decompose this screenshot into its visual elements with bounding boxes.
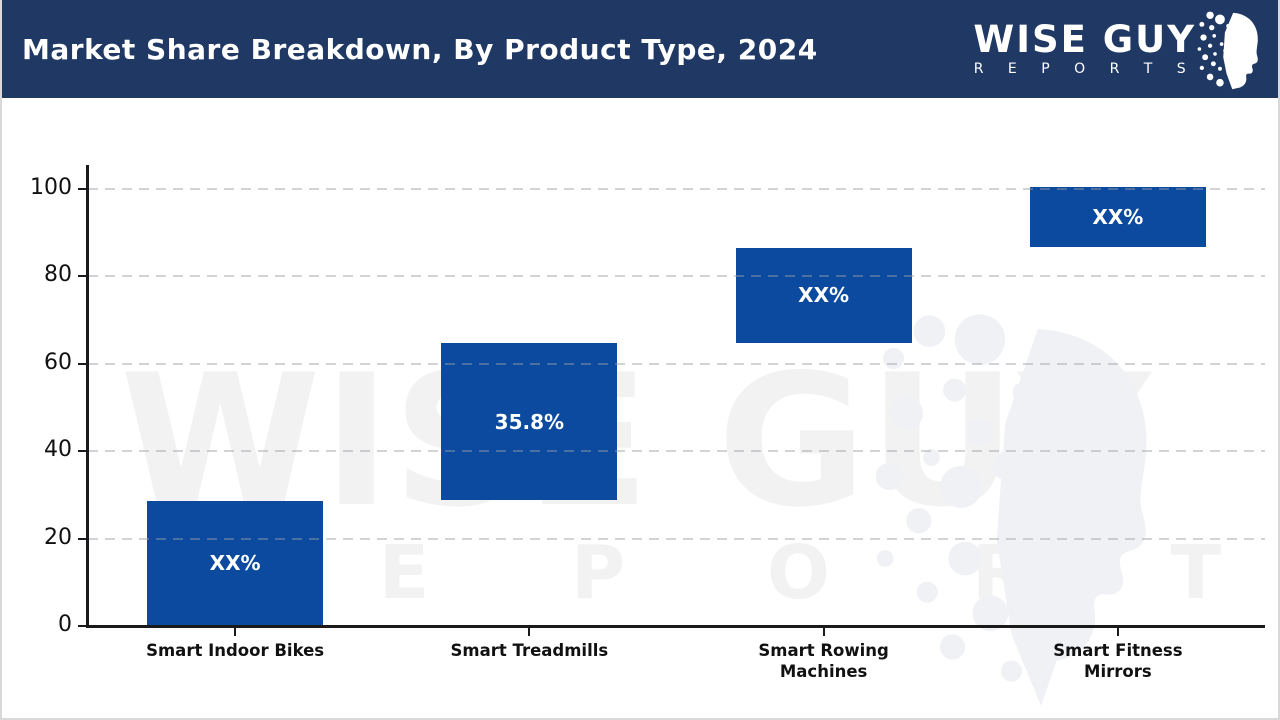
category-label: Smart Indoor Bikes <box>88 640 382 661</box>
x-axis-spine <box>86 625 1265 628</box>
category-label: Smart Treadmills <box>382 640 676 661</box>
bar-smart-rowing-machines: XX% <box>735 248 912 343</box>
gridline-40 <box>88 450 1265 452</box>
wise-guy-reports-logo: WISE GUY R E P O R T S <box>973 7 1266 91</box>
category-label-line: Smart Treadmills <box>450 641 609 660</box>
gridline-80 <box>88 275 1265 277</box>
page-title: Market Share Breakdown, By Product Type,… <box>22 32 818 66</box>
y-tick-label: 80 <box>44 262 72 287</box>
gridline-100 <box>88 187 1265 190</box>
category-label-line: Machines <box>779 662 868 682</box>
chart-area: WISE GUY R E P O R T S XX%Smart Indoor B… <box>2 98 1278 718</box>
x-tick-mark <box>822 627 825 636</box>
x-tick-mark <box>1116 627 1119 636</box>
bar-smart-treadmills: 35.8% <box>441 343 618 500</box>
bar-value-label: XX% <box>1092 205 1144 230</box>
bar-value-label: XX% <box>798 283 850 308</box>
y-axis-spine <box>86 165 89 628</box>
category-label: Smart Rowing Machines <box>677 640 971 682</box>
y-tick-label: 60 <box>44 349 72 375</box>
bar-smart-indoor-bikes: XX% <box>147 500 324 626</box>
y-tick-mark <box>78 625 88 627</box>
y-tick-mark <box>78 362 88 365</box>
y-tick-label: 20 <box>44 524 72 550</box>
category-label: Smart Fitness Mirrors <box>971 640 1265 682</box>
category-label-line: Mirrors <box>1084 662 1152 682</box>
y-tick-label: 40 <box>44 437 72 462</box>
category-label-line: Smart Rowing <box>758 641 889 660</box>
y-tick-mark <box>78 450 88 452</box>
bar-value-label: 35.8% <box>494 409 565 434</box>
category-label-line: Smart Fitness <box>1053 641 1183 660</box>
y-tick-label: 100 <box>30 174 72 200</box>
gridline-60 <box>88 362 1265 365</box>
y-tick-mark <box>78 537 88 540</box>
bar-smart-fitness-mirrors: XX% <box>1029 187 1206 248</box>
bar-value-label: XX% <box>209 551 261 576</box>
category-label-line: Smart Indoor Bikes <box>146 641 325 660</box>
gridline-20 <box>88 537 1265 540</box>
logo-wordmark: WISE GUY R E P O R T S <box>973 21 1196 77</box>
logo-reports-text: R E P O R T S <box>973 61 1196 77</box>
y-tick-mark <box>78 187 88 190</box>
y-tick-label: 0 <box>58 612 72 637</box>
x-tick-mark <box>234 627 237 636</box>
header-bar: Market Share Breakdown, By Product Type,… <box>2 0 1278 98</box>
logo-face-icon <box>1197 11 1258 90</box>
x-tick-mark <box>528 627 531 636</box>
logo-brand-text: WISE GUY <box>973 18 1196 61</box>
y-tick-mark <box>78 275 88 277</box>
